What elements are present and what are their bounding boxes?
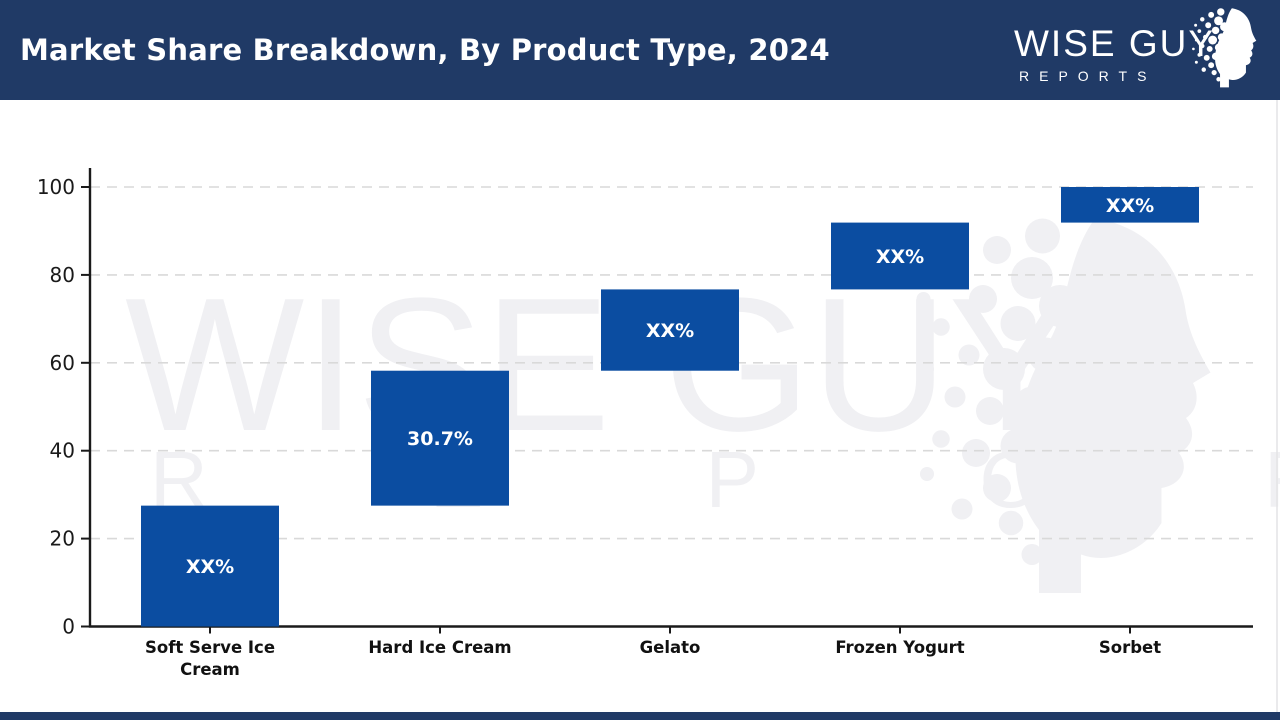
bar-value-label: XX% [1106,195,1154,217]
bars: XX% 30.7% XX% XX% XX% [141,187,1199,627]
watermark: WISE GUY R E P O R T S [125,218,1280,593]
head-dot [1211,70,1217,76]
head-dot [1014,386,1050,422]
head-dot [1011,257,1053,299]
x-category-label-line: Sorbet [1099,638,1161,657]
head-dot [944,386,966,408]
head-dot [1208,62,1215,69]
head-dot [976,397,1004,425]
head-dot [1200,43,1205,49]
header-bar: Market Share Breakdown, By Product Type,… [0,0,1280,100]
bar-sorbet [1061,187,1199,223]
y-tick-label-60: 60 [50,351,75,375]
head-dot [1206,45,1213,52]
x-category-label: Gelato [640,638,701,657]
head-dot [1220,22,1229,32]
x-category-label: Frozen Yogurt [835,638,964,657]
logo-subtext: REPORTS [1019,68,1156,84]
head-dot [1194,23,1198,27]
bar-soft-serve-ice-cream [141,505,279,627]
head-dot [1203,54,1210,61]
axes [81,168,1253,634]
head-dot [920,467,934,481]
head-dot [1217,33,1226,41]
head-dot [1211,52,1220,61]
head-dot [1217,8,1225,16]
x-category-label-line: Cream [180,660,240,679]
head-dot [951,498,973,520]
head-dot [1216,60,1224,68]
bar-gelato [601,289,739,371]
y-tick-label-20: 20 [50,527,75,551]
y-tick-label-80: 80 [50,263,75,287]
head-dot [1200,17,1205,22]
head-dot [1216,77,1221,82]
y-tick-label-40: 40 [50,439,75,463]
wise-guy-reports-logo: WISE GUY REPORTS [1014,4,1280,96]
head-dot [1021,544,1043,565]
head-dot [983,236,1011,264]
bar-value-label: XX% [876,246,924,268]
x-category-label: Soft Serve Ice Cream [145,638,275,679]
head-dot [1201,67,1206,72]
logo-wordmark: WISE GUY [1014,23,1215,64]
watermark-head-icon [906,218,1211,593]
head-dot [1214,16,1223,26]
y-tick-label-0: 0 [62,615,75,639]
head-dot [916,292,931,306]
head-dot [1028,337,1064,373]
head-dot [920,362,934,376]
footer-bar [0,712,1280,720]
head-dot [1220,49,1229,58]
x-category-label-line: Soft Serve Ice [145,638,275,657]
head-dot [1211,26,1220,35]
head-dot [969,285,997,313]
watermark-wordmark: WISE GUY [125,259,1075,471]
head-dot [1039,502,1067,530]
head-dot [1000,306,1036,341]
head-dot [962,439,990,467]
head-dot [932,318,950,336]
head-dot [958,344,980,366]
head-dot [1208,35,1218,45]
head-dot [1192,47,1195,51]
head-dot [906,404,920,418]
head-dot [1208,11,1215,18]
head-dot [1197,29,1202,34]
y-tick-label-100: 100 [37,175,75,199]
head-dot [1000,428,1036,464]
x-category-label-line: Gelato [640,638,701,657]
head-dot [1205,22,1212,29]
head-dot [983,348,1025,390]
logo-graphic: WISE GUY REPORTS [1014,8,1257,88]
x-category-label: Sorbet [1099,638,1161,657]
bar-hard-ice-cream [371,370,509,506]
x-category-label-line: Hard Ice Cream [368,638,511,657]
head-dot [1197,52,1202,57]
bar-value-label: XX% [186,556,234,578]
bar-value-label: 30.7% [407,428,473,450]
head-dot [1039,285,1081,327]
x-category-label-line: Frozen Yogurt [835,638,964,657]
head-dot [932,430,950,448]
head-dot [1021,463,1057,499]
head-dot [998,510,1024,536]
head-dot [1025,218,1060,254]
bar-value-label: XX% [646,320,694,342]
dotted-head-profile-icon [1192,8,1257,88]
head-dot [1042,414,1078,450]
page-title: Market Share Breakdown, By Product Type,… [20,33,830,67]
axis-labels: 0 20 40 60 80 100 Soft Serve Ice Cream Hard Ice … [37,175,1161,679]
head-dot [1220,68,1226,75]
head-dot [983,474,1011,502]
head-dot [1203,34,1208,40]
head-dot [1194,60,1198,64]
head-dot [1214,43,1223,52]
x-category-label: Hard Ice Cream [368,638,511,657]
axis-spines [88,168,1253,628]
bar-frozen-yogurt [831,222,969,290]
head-dot [1194,38,1198,42]
